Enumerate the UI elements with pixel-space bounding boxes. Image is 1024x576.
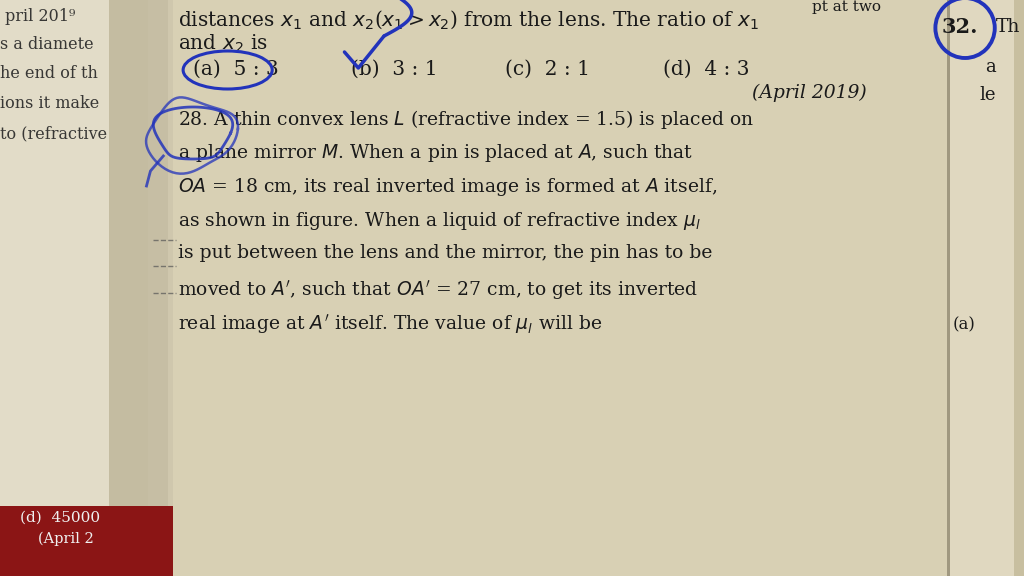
- Text: ions it make: ions it make: [0, 95, 99, 112]
- Text: (d)  4 : 3: (d) 4 : 3: [664, 60, 750, 79]
- Text: and $x_2$ is: and $x_2$ is: [178, 33, 268, 55]
- Text: (b)  3 : 1: (b) 3 : 1: [351, 60, 438, 79]
- Text: 32.: 32.: [942, 17, 978, 37]
- Text: to (refractive: to (refractive: [0, 125, 108, 142]
- Text: Th: Th: [995, 18, 1020, 36]
- Text: (April 2: (April 2: [38, 532, 93, 547]
- Text: he end of th: he end of th: [0, 65, 98, 82]
- Bar: [148, 0, 173, 576]
- Bar: [0, 0, 173, 576]
- Text: (a)  5 : 3: (a) 5 : 3: [193, 60, 279, 79]
- Bar: [109, 0, 168, 576]
- Text: moved to $A'$, such that $OA'$ = 27 cm, to get its inverted: moved to $A'$, such that $OA'$ = 27 cm, …: [178, 278, 698, 302]
- Text: distances $x_1$ and $x_2$($x_1 > x_2$) from the lens. The ratio of $x_1$: distances $x_1$ and $x_2$($x_1 > x_2$) f…: [178, 8, 759, 31]
- Text: as shown in figure. When a liquid of refractive index $\mu_l$: as shown in figure. When a liquid of ref…: [178, 210, 700, 232]
- Text: le: le: [980, 86, 996, 104]
- Text: a: a: [985, 58, 995, 76]
- Text: (a): (a): [952, 316, 975, 333]
- Text: pril 201⁹: pril 201⁹: [5, 8, 76, 25]
- Text: s a diamete: s a diamete: [0, 36, 93, 53]
- Bar: [947, 0, 950, 576]
- Bar: [0, 506, 173, 576]
- Text: (c)  2 : 1: (c) 2 : 1: [505, 60, 590, 79]
- Text: (April 2019): (April 2019): [753, 84, 867, 103]
- Text: $OA$ = 18 cm, its real inverted image is formed at $A$ itself,: $OA$ = 18 cm, its real inverted image is…: [178, 176, 718, 198]
- Text: (d)  45000: (d) 45000: [19, 511, 100, 525]
- Text: a plane mirror $M$. When a pin is placed at $A$, such that: a plane mirror $M$. When a pin is placed…: [178, 142, 693, 164]
- Bar: [950, 0, 1014, 576]
- Text: pt at two: pt at two: [812, 0, 881, 14]
- Bar: [168, 0, 950, 576]
- Text: is put between the lens and the mirror, the pin has to be: is put between the lens and the mirror, …: [178, 244, 713, 262]
- Text: 28. A thin convex lens $L$ (refractive index = 1.5) is placed on: 28. A thin convex lens $L$ (refractive i…: [178, 108, 754, 131]
- Text: real image at $A'$ itself. The value of $\mu_l$ will be: real image at $A'$ itself. The value of …: [178, 312, 602, 336]
